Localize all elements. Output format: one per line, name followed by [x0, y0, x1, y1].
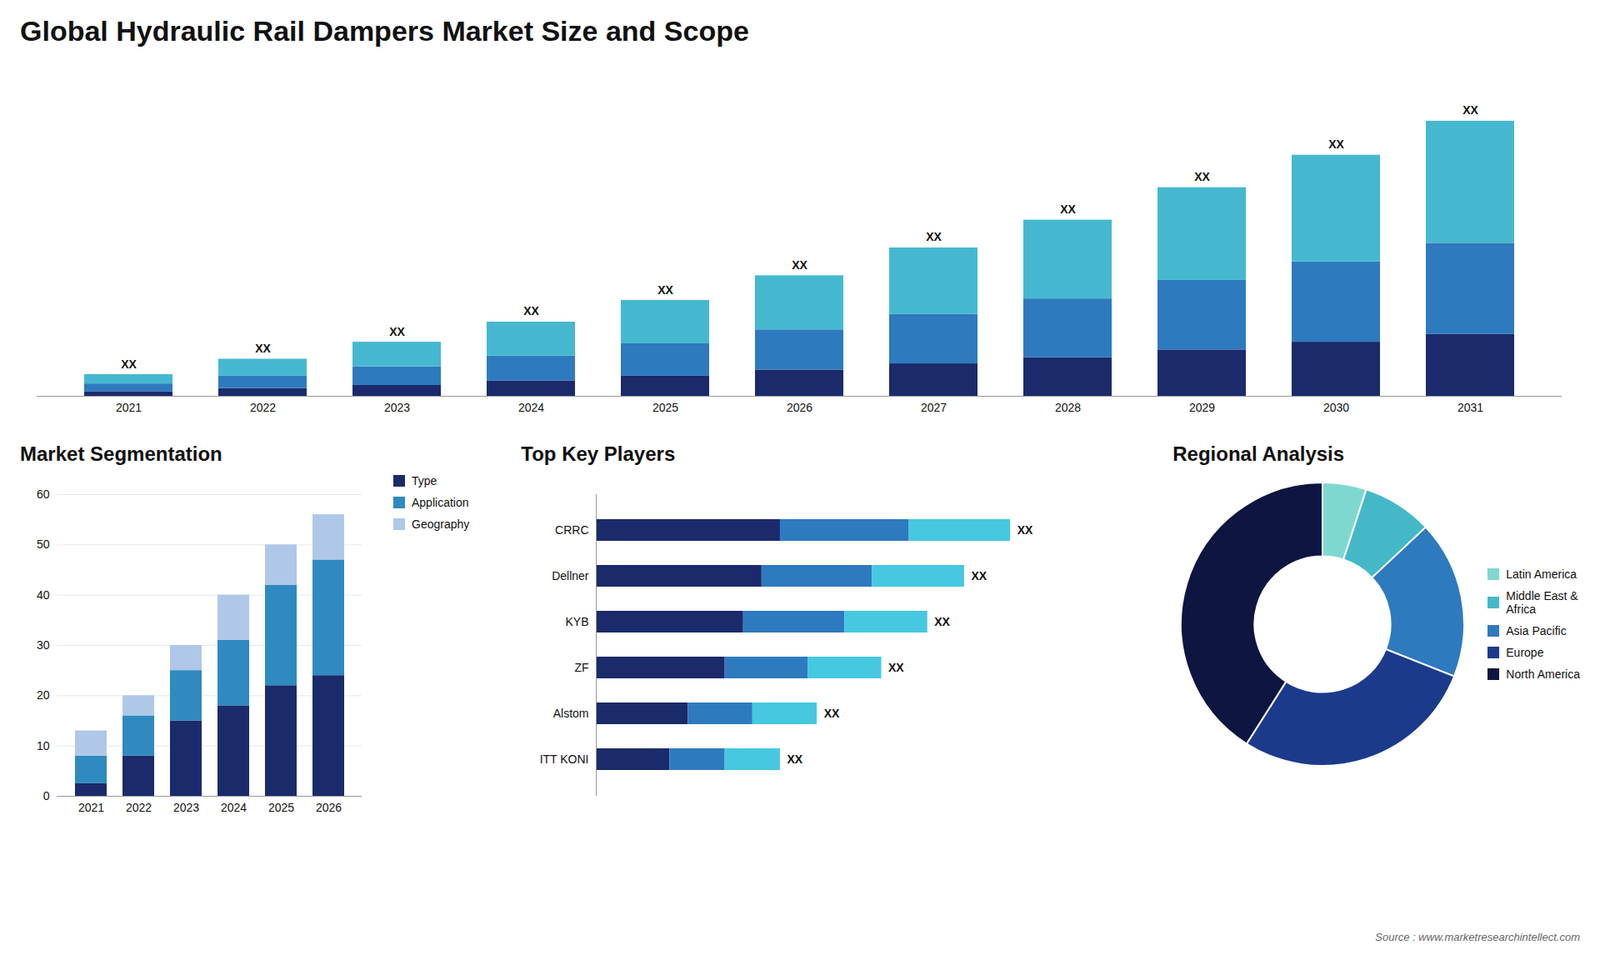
- html-text:Application: Application: [411, 495, 469, 510]
- svg-text:ZF: ZF: [575, 660, 590, 675]
- svg-text:Alstom: Alstom: [553, 706, 590, 720]
- svg-text:2031: 2031: [1457, 400, 1484, 415]
- svg-text:2021: 2021: [78, 800, 105, 815]
- html-text:North America: North America: [1506, 667, 1580, 681]
- svg-text:XX: XX: [888, 660, 905, 675]
- svg-text:XX: XX: [1194, 170, 1210, 184]
- svg-text:2026: 2026: [786, 400, 813, 415]
- html-text:Regional Analysis: Regional Analysis: [1172, 442, 1345, 465]
- svg-text:XX: XX: [1462, 103, 1479, 117]
- html-text:Type: Type: [411, 474, 437, 488]
- html-text:Source : www.marketresearchint: Source : www.marketresearchintellect.com: [1375, 930, 1580, 944]
- svg-text:30: 30: [36, 638, 50, 652]
- svg-text:CRRC: CRRC: [555, 523, 589, 537]
- svg-text:XX: XX: [389, 325, 405, 339]
- svg-text:10: 10: [36, 739, 50, 753]
- svg-text:XX: XX: [1017, 523, 1034, 537]
- svg-text:2023: 2023: [173, 800, 200, 815]
- svg-text:XX: XX: [255, 341, 271, 355]
- svg-text:XX: XX: [120, 357, 137, 371]
- svg-text:XX: XX: [523, 304, 540, 318]
- svg-text:KYB: KYB: [565, 615, 590, 629]
- svg-text:ITT KONI: ITT KONI: [540, 752, 590, 766]
- svg-text:2022: 2022: [250, 400, 276, 415]
- svg-text:2030: 2030: [1323, 400, 1350, 415]
- svg-text:XX: XX: [791, 258, 808, 272]
- svg-text:XX: XX: [1060, 202, 1076, 216]
- svg-text:2029: 2029: [1189, 400, 1215, 415]
- svg-text:2023: 2023: [384, 400, 410, 415]
- svg-text:2027: 2027: [920, 400, 947, 415]
- html-text:Global Hydraulic Rail Dampers: Global Hydraulic Rail Dampers Market Siz…: [20, 15, 749, 47]
- svg-text:XX: XX: [934, 615, 950, 629]
- html-text:Top Key Players: Top Key Players: [521, 442, 676, 465]
- svg-text:XX: XX: [787, 752, 804, 766]
- svg-text:2024: 2024: [220, 800, 247, 815]
- svg-text:2022: 2022: [125, 800, 152, 815]
- svg-text:50: 50: [36, 537, 50, 551]
- svg-text:XX: XX: [824, 706, 840, 720]
- svg-text:XX: XX: [657, 283, 674, 297]
- svg-text:XX: XX: [971, 569, 988, 583]
- html-text:Middle East & Africa: Middle East & Africa: [1506, 589, 1579, 616]
- svg-text:2026: 2026: [315, 800, 342, 815]
- svg-text:XX: XX: [1328, 137, 1345, 151]
- html-text:Asia Pacific: Asia Pacific: [1506, 624, 1567, 638]
- html-text:Market Segmentation: Market Segmentation: [20, 442, 223, 465]
- svg-text:40: 40: [36, 588, 50, 602]
- svg-text:60: 60: [36, 487, 50, 501]
- svg-text:Dellner: Dellner: [551, 569, 590, 583]
- html-text:Europe: Europe: [1506, 645, 1544, 660]
- html-text:Latin America: Latin America: [1506, 567, 1577, 581]
- html-text:Geography: Geography: [411, 517, 470, 531]
- svg-text:2025: 2025: [652, 400, 679, 415]
- svg-text:2028: 2028: [1055, 400, 1081, 415]
- svg-text:2025: 2025: [268, 800, 295, 815]
- svg-text:20: 20: [36, 688, 50, 702]
- svg-text:XX: XX: [925, 230, 942, 244]
- svg-text:2024: 2024: [518, 400, 545, 415]
- svg-text:2021: 2021: [115, 400, 142, 415]
- svg-text:0: 0: [43, 789, 50, 803]
